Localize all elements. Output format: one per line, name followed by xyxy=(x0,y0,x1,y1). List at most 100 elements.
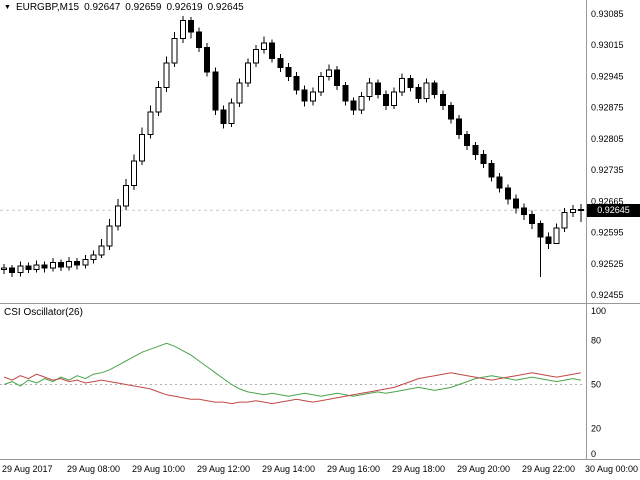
candle-bear xyxy=(512,198,519,209)
time-axis-label: 29 Aug 18:00 xyxy=(392,464,445,474)
candle-bull xyxy=(358,96,365,111)
candle-bull xyxy=(49,261,56,269)
candle-bull xyxy=(106,225,113,247)
symbol-dropdown-icon[interactable]: ▼ xyxy=(4,3,11,11)
price-axis-label: 0.92805 xyxy=(591,134,624,144)
symbol-label: EURGBP,M15 xyxy=(15,2,80,13)
price-axis-label: 0.92525 xyxy=(591,259,624,269)
candle-bear xyxy=(212,71,219,111)
time-axis-label: 29 Aug 12:00 xyxy=(197,464,250,474)
indicator-name-label: CSI Oscillator(26) xyxy=(4,307,83,318)
candle-bull xyxy=(423,82,430,100)
candle-bear xyxy=(285,67,292,77)
chart-header: ▼ EURGBP,M15 0.92647 0.92659 0.92619 0.9… xyxy=(4,2,244,13)
price-axis[interactable] xyxy=(587,0,640,459)
candle-bear xyxy=(529,214,536,225)
candle-bull xyxy=(261,42,268,51)
candle-bull xyxy=(309,91,316,102)
candle-bull xyxy=(317,75,324,93)
time-axis-label: 29 Aug 20:00 xyxy=(457,464,510,474)
candle-bear xyxy=(9,267,16,274)
candle-bull xyxy=(66,261,73,268)
candle-bull xyxy=(131,160,138,187)
candle-bull xyxy=(82,258,89,266)
time-axis-label: 29 Aug 2017 xyxy=(2,464,53,474)
candle-bull xyxy=(114,205,121,227)
candle-bear xyxy=(374,82,381,95)
candle-bear xyxy=(204,46,211,73)
candle-bull xyxy=(90,254,97,260)
candle-bull xyxy=(366,82,373,98)
candle-bull xyxy=(33,264,40,271)
candle-bear xyxy=(334,69,341,86)
time-axis-label: 29 Aug 22:00 xyxy=(522,464,575,474)
ohlc-open: 0.92647 xyxy=(84,2,121,13)
price-axis-label: 0.92945 xyxy=(591,71,624,81)
candle-bear xyxy=(57,261,64,268)
current-price-badge: 0.92645 xyxy=(587,203,640,217)
candle-bear xyxy=(439,93,446,106)
indicator-axis-label: 100 xyxy=(591,306,606,316)
indicator-axis-label: 20 xyxy=(591,424,601,434)
time-axis-label: 29 Aug 16:00 xyxy=(327,464,380,474)
candle-bear xyxy=(480,154,487,164)
time-axis[interactable] xyxy=(0,460,640,480)
indicator-area[interactable] xyxy=(0,305,586,459)
candle-bull xyxy=(122,185,129,207)
candle-bull xyxy=(391,91,398,106)
price-axis-label: 0.92665 xyxy=(591,196,624,206)
candle-bear xyxy=(447,104,454,120)
candle-bull xyxy=(147,111,154,135)
candle-bear xyxy=(41,264,48,269)
candle-bear xyxy=(472,145,479,155)
candle-bull xyxy=(326,69,333,77)
price-axis-label: 0.92595 xyxy=(591,228,624,238)
main-chart-area[interactable] xyxy=(0,0,586,303)
candle-bear xyxy=(577,208,584,211)
candle-bear xyxy=(301,89,308,102)
candle-bear xyxy=(504,187,511,200)
candle-bull xyxy=(163,62,170,89)
candle-bull xyxy=(236,82,243,104)
candle-bull xyxy=(569,208,576,213)
candle-bull xyxy=(553,227,560,245)
candle-bear xyxy=(269,42,276,60)
price-axis-label: 0.92875 xyxy=(591,103,624,113)
candle-bull xyxy=(1,267,8,271)
oscillator-line-green xyxy=(3,342,581,397)
ohlc-low: 0.92619 xyxy=(166,2,203,13)
candle-bear xyxy=(74,261,81,266)
candle-bear xyxy=(187,20,194,33)
candle-bull xyxy=(244,62,251,84)
candle-bull xyxy=(155,87,162,113)
candle-bull xyxy=(179,20,186,40)
ohlc-close: 0.92645 xyxy=(207,2,244,13)
price-axis-label: 0.92455 xyxy=(591,290,624,300)
candle-bull xyxy=(139,133,146,162)
candle-bear xyxy=(521,207,528,216)
candle-bull xyxy=(252,49,259,64)
price-axis-label: 0.93015 xyxy=(591,40,624,50)
candle-bear xyxy=(537,223,544,238)
time-axis-label: 29 Aug 14:00 xyxy=(262,464,315,474)
candle-bear xyxy=(293,75,300,91)
price-axis-label: 0.92735 xyxy=(591,165,624,175)
candle-bear xyxy=(415,87,422,100)
time-axis-label: 29 Aug 08:00 xyxy=(67,464,120,474)
candle-bull xyxy=(399,78,406,93)
time-axis-label: 30 Aug 00:00 xyxy=(585,464,638,474)
candle-bear xyxy=(350,100,357,111)
candle-bear xyxy=(488,162,495,178)
oscillator-line-red xyxy=(3,372,581,405)
candle-bear xyxy=(456,118,463,135)
candle-bear xyxy=(545,236,552,245)
candle-bear xyxy=(431,82,438,95)
time-axis-label: 29 Aug 10:00 xyxy=(132,464,185,474)
candle-bear xyxy=(196,31,203,48)
candle-bear xyxy=(220,109,227,124)
price-axis-label: 0.93085 xyxy=(591,9,624,19)
candle-bull xyxy=(171,38,178,64)
indicator-axis-label: 50 xyxy=(591,380,601,390)
